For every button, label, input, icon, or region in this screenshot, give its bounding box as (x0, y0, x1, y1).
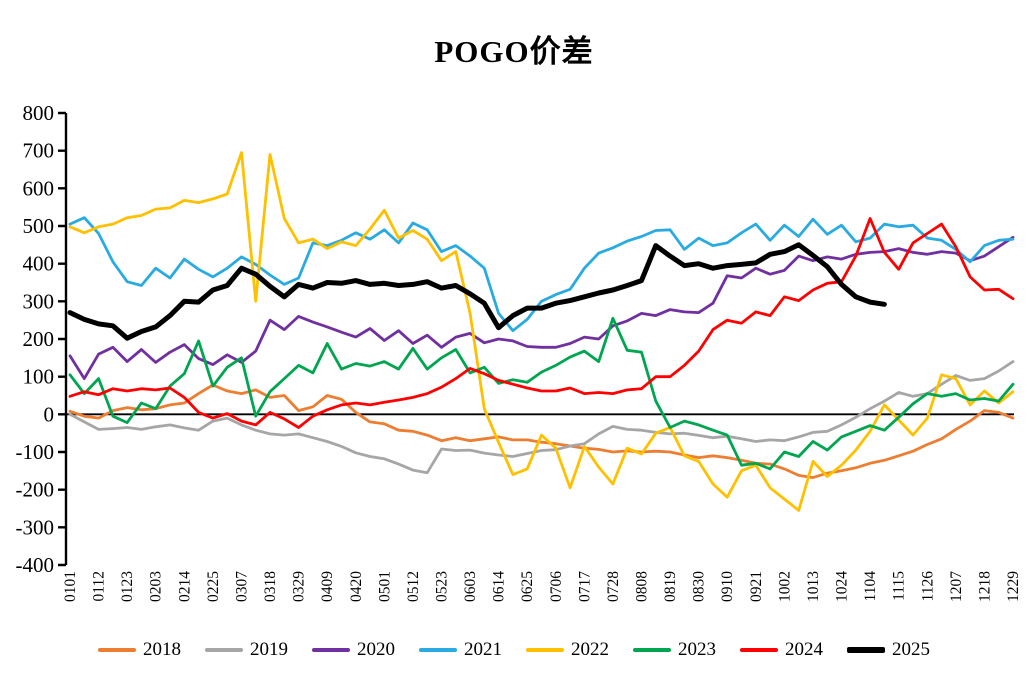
x-tick-label: 0819 (662, 571, 679, 602)
x-tick-label: 0123 (119, 571, 136, 602)
x-tick-label: 0409 (319, 571, 336, 602)
x-tick-label: 0225 (205, 571, 222, 602)
legend-label: 2024 (785, 639, 823, 660)
legend-item-2022: 2022 (526, 640, 609, 659)
legend-swatch-2024 (740, 647, 778, 652)
legend-item-2018: 2018 (98, 640, 181, 659)
series-line-2019 (68, 360, 1015, 475)
x-tick-label: 0420 (348, 571, 365, 602)
x-tick-label: 0808 (634, 571, 651, 602)
legend-label: 2019 (250, 639, 288, 660)
x-tick-label: 0512 (405, 571, 422, 602)
x-tick-label: 0101 (62, 571, 79, 602)
x-tick-label: 0307 (233, 571, 250, 602)
y-tick-label: 600 (23, 176, 55, 200)
x-tick-label: 1104 (862, 571, 879, 602)
y-tick-label: 0 (44, 402, 55, 426)
legend-swatch-2019 (205, 647, 243, 652)
x-tick-label: 0706 (548, 571, 565, 602)
y-tick-label: 200 (23, 327, 55, 351)
y-tick-label: -400 (16, 553, 55, 577)
series-line-2021 (68, 216, 1015, 333)
x-tick-label: 0501 (376, 571, 393, 602)
y-tick-label: -300 (16, 515, 55, 539)
x-tick-label: 1115 (891, 571, 908, 601)
x-tick-label: 1218 (976, 571, 993, 602)
x-tick-label: 0625 (519, 571, 536, 602)
y-tick-label: 300 (23, 289, 55, 313)
legend-label: 2021 (464, 639, 502, 660)
y-tick-label: 700 (23, 139, 55, 163)
x-tick-label: 0910 (719, 571, 736, 602)
legend-label: 2018 (143, 639, 181, 660)
y-tick-label: -200 (16, 478, 55, 502)
legend-item-2023: 2023 (633, 640, 716, 659)
x-tick-label: 1002 (776, 571, 793, 602)
legend-swatch-2025 (847, 646, 885, 653)
y-tick-label: -100 (16, 440, 55, 464)
chart-legend: 2018 2019 2020 2021 2022 2023 2024 2025 (0, 640, 1028, 659)
x-tick-label: 0614 (491, 571, 508, 602)
legend-item-2024: 2024 (740, 640, 823, 659)
legend-swatch-2022 (526, 647, 564, 652)
chart-title: POGO价差 (434, 34, 594, 69)
y-tick-label: 800 (23, 101, 55, 125)
x-tick-label: 0318 (262, 571, 279, 602)
legend-swatch-2023 (633, 647, 671, 652)
y-tick-label: 500 (23, 214, 55, 238)
series-line-2022 (68, 151, 1015, 512)
x-tick-label: 0112 (91, 571, 108, 601)
x-tick-label: 0603 (462, 571, 479, 602)
x-tick-label: 0203 (148, 571, 165, 602)
series-line-2025 (67, 242, 887, 341)
legend-label: 2020 (357, 639, 395, 660)
legend-swatch-2021 (419, 647, 457, 652)
x-tick-label: 1207 (948, 571, 965, 602)
legend-swatch-2020 (312, 647, 350, 652)
x-tick-label: 0830 (691, 571, 708, 602)
x-tick-label: 1229 (1005, 571, 1022, 602)
legend-item-2025: 2025 (847, 640, 930, 659)
x-tick-label: 0717 (576, 571, 593, 602)
series-line-2018 (68, 383, 1015, 480)
legend-swatch-2018 (98, 647, 136, 652)
x-tick-label: 1126 (919, 571, 936, 602)
legend-label: 2025 (892, 639, 930, 660)
y-tick-label: 400 (23, 252, 55, 276)
y-tick-label: 100 (23, 365, 55, 389)
x-tick-label: 0214 (176, 571, 193, 602)
x-tick-label: 0523 (433, 571, 450, 602)
legend-label: 2022 (571, 639, 609, 660)
series-line-2023 (68, 316, 1015, 471)
x-tick-label: 0921 (748, 571, 765, 602)
x-tick-label: 1024 (834, 571, 851, 602)
legend-item-2021: 2021 (419, 640, 502, 659)
x-tick-label: 1013 (805, 571, 822, 602)
series-line-2024 (68, 217, 1015, 429)
legend-item-2019: 2019 (205, 640, 288, 659)
y-axis (58, 111, 68, 567)
x-tick-label: 0329 (291, 571, 308, 602)
legend-label: 2023 (678, 639, 716, 660)
x-tick-label: 0728 (605, 571, 622, 602)
legend-item-2020: 2020 (312, 640, 395, 659)
